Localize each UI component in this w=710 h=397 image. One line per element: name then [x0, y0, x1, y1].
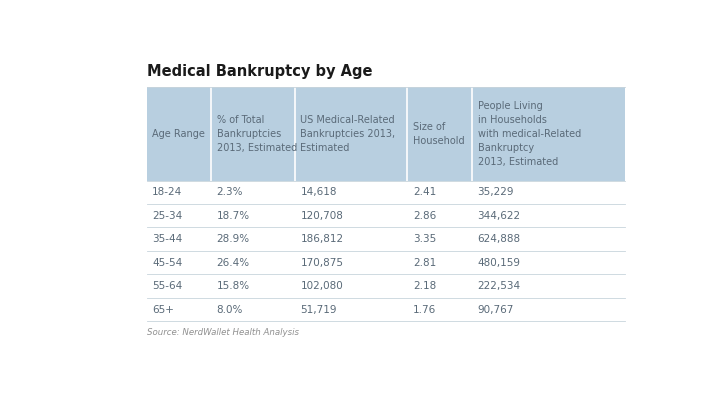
- Text: Age Range: Age Range: [152, 129, 205, 139]
- Text: 2.3%: 2.3%: [217, 187, 243, 197]
- Text: % of Total
Bankruptcies
2013, Estimated: % of Total Bankruptcies 2013, Estimated: [217, 115, 297, 153]
- Text: 15.8%: 15.8%: [217, 281, 250, 291]
- Text: 480,159: 480,159: [478, 258, 520, 268]
- Text: 170,875: 170,875: [300, 258, 344, 268]
- Text: Size of
Household: Size of Household: [413, 122, 464, 146]
- Text: 2.86: 2.86: [413, 211, 436, 221]
- Text: 186,812: 186,812: [300, 234, 344, 244]
- Text: 14,618: 14,618: [300, 187, 337, 197]
- Text: 2.41: 2.41: [413, 187, 436, 197]
- Text: Medical Bankruptcy by Age: Medical Bankruptcy by Age: [146, 64, 372, 79]
- Text: People Living
in Households
with medical-Related
Bankruptcy
2013, Estimated: People Living in Households with medical…: [478, 101, 581, 167]
- Text: 55-64: 55-64: [152, 281, 182, 291]
- Text: 102,080: 102,080: [300, 281, 343, 291]
- Text: 25-34: 25-34: [152, 211, 182, 221]
- Text: 26.4%: 26.4%: [217, 258, 250, 268]
- Text: 120,708: 120,708: [300, 211, 344, 221]
- Text: 35,229: 35,229: [478, 187, 514, 197]
- Text: 51,719: 51,719: [300, 304, 337, 314]
- Text: US Medical-Related
Bankruptcies 2013,
Estimated: US Medical-Related Bankruptcies 2013, Es…: [300, 115, 395, 153]
- Text: Source: NerdWallet Health Analysis: Source: NerdWallet Health Analysis: [146, 328, 298, 337]
- Text: 3.35: 3.35: [413, 234, 436, 244]
- Text: 65+: 65+: [152, 304, 174, 314]
- Text: 35-44: 35-44: [152, 234, 182, 244]
- Text: 222,534: 222,534: [478, 281, 520, 291]
- Text: 1.76: 1.76: [413, 304, 436, 314]
- Text: 8.0%: 8.0%: [217, 304, 243, 314]
- Text: 2.18: 2.18: [413, 281, 436, 291]
- Text: 624,888: 624,888: [478, 234, 520, 244]
- Text: 2.81: 2.81: [413, 258, 436, 268]
- Text: 28.9%: 28.9%: [217, 234, 250, 244]
- Text: 18-24: 18-24: [152, 187, 182, 197]
- Text: 18.7%: 18.7%: [217, 211, 250, 221]
- Text: 344,622: 344,622: [478, 211, 520, 221]
- Text: 90,767: 90,767: [478, 304, 514, 314]
- Text: 45-54: 45-54: [152, 258, 182, 268]
